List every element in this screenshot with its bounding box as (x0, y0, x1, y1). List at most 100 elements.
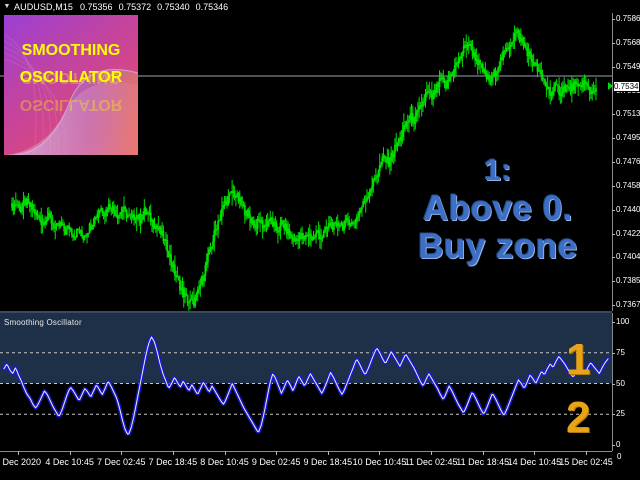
price-tick: 0.73675 (612, 300, 640, 309)
logo-line2: OSCILLATOR (20, 69, 123, 86)
price-tick-label: 0.74765 (616, 157, 640, 166)
indicator-tick-dash (612, 383, 615, 385)
time-tick-label: 10 Dec 10:45 (352, 457, 407, 467)
time-tick-dash (586, 451, 587, 455)
price-tick-dash (612, 162, 615, 163)
indicator-name-label: Smoothing Oscillator (4, 318, 82, 327)
price-tick-dash (612, 114, 615, 116)
time-axis-zero-label: 0 (617, 452, 622, 461)
oscillator-plot (0, 313, 612, 451)
price-tick-label: 0.73855 (616, 276, 640, 286)
indicator-tick-label: 75 (616, 347, 625, 357)
logo-line1: SMOOTHING (22, 42, 121, 59)
current-price-value: 0.75346 (614, 82, 640, 92)
time-tick-label: 7 Dec 18:45 (148, 457, 198, 467)
indicator-tick: 75 (612, 348, 640, 357)
price-tick-dash (612, 66, 615, 68)
zone-marker-1: 1 (566, 335, 591, 384)
time-tick-dash (534, 451, 536, 455)
chart-info-bar: ▼ AUDUSD,M15 0.75356 0.75372 0.75340 0.7… (0, 0, 640, 13)
time-tick-dash (172, 451, 174, 455)
symbol-period-label: AUDUSD,M15 (14, 1, 74, 12)
price-tick-dash (612, 42, 615, 44)
price-tick-label: 0.74405 (616, 204, 640, 214)
indicator-tick-dash (612, 352, 615, 354)
time-tick-label: 14 Dec 10:45 (507, 457, 562, 467)
indicator-tick: 50 (612, 379, 640, 388)
time-tick-label: 9 Dec 18:45 (303, 457, 353, 467)
indicator-tick-label: 25 (616, 409, 625, 419)
price-tick: 0.73855 (612, 276, 640, 285)
pane-separator[interactable] (0, 311, 612, 313)
time-tick-label: 4 Dec 10:45 (45, 457, 94, 467)
time-tick-dash (224, 451, 226, 455)
time-tick-dash (18, 451, 19, 455)
time-tick-dash (327, 451, 329, 455)
quote-low: 0.75340 (157, 1, 190, 12)
indicator-scale[interactable]: 100 75 50 25 0 (612, 313, 640, 451)
price-tick-dash (612, 19, 615, 20)
price-tick: 0.74585 (612, 181, 640, 190)
current-price-box: 0.75346 (613, 81, 640, 93)
price-candles (0, 25, 612, 311)
indicator-axis-line (612, 313, 613, 451)
price-tick-label: 0.75495 (616, 61, 640, 71)
logo-line1-reflection: SMOOTHING (22, 69, 121, 86)
quote-close: 0.75346 (195, 1, 229, 12)
time-tick-dash (69, 451, 71, 455)
indicator-tick-label: 50 (616, 378, 625, 388)
indicator-tick: 25 (612, 409, 640, 418)
time-tick-label: 11 Dec 18:45 (456, 457, 510, 467)
price-tick-dash (612, 138, 615, 140)
product-logo: SMOOTHING OSCILLATOR SMOOTHING OSCILLATO… (4, 15, 138, 155)
time-tick-label: 9 Dec 02:45 (251, 457, 301, 467)
indicator-pane[interactable] (0, 313, 612, 451)
price-tick-dash (612, 185, 615, 187)
price-tick-dash (612, 209, 615, 211)
time-tick-label: 8 Dec 10:45 (200, 457, 249, 467)
time-tick-dash (482, 451, 484, 455)
logo-line2-reflection: OSCILLATOR (20, 96, 123, 113)
indicator-tick-dash (612, 414, 615, 416)
time-tick-dash (276, 451, 278, 455)
indicator-tick-label: 100 (616, 317, 630, 326)
indicator-tick-dash (612, 322, 615, 323)
price-tick-dash (612, 257, 615, 259)
time-tick-label: 15 Dec 02:45 (559, 457, 613, 467)
indicator-tick-label: 0 (616, 440, 621, 449)
price-scale[interactable]: 0.758600.756800.754950.753130.751300.749… (608, 13, 640, 311)
indicator-tick: 0 (612, 440, 640, 449)
price-tick: 0.74405 (612, 205, 640, 214)
price-tick-dash (612, 233, 615, 235)
time-tick-dash (379, 451, 381, 455)
quote-open: 0.75356 (80, 1, 113, 12)
price-tick: 0.74765 (612, 157, 640, 166)
time-tick-dash (431, 451, 433, 455)
time-tick-label: 3 Dec 2020 (0, 457, 42, 467)
quote-high: 0.75372 (118, 1, 152, 12)
indicator-tick: 100 (612, 317, 640, 326)
indicator-tick-dash (612, 445, 615, 446)
price-tick-dash (612, 281, 615, 283)
price-tick-dash (612, 305, 615, 306)
chevron-down-icon[interactable]: ▼ (3, 3, 11, 10)
price-tick-label: 0.73675 (616, 300, 640, 309)
time-tick-label: 11 Dec 02:45 (404, 457, 458, 467)
price-tick: 0.75495 (612, 62, 640, 71)
price-tick-label: 0.74585 (616, 180, 640, 190)
current-price-arrow-icon (608, 82, 613, 91)
zone-marker-2: 2 (566, 393, 591, 442)
